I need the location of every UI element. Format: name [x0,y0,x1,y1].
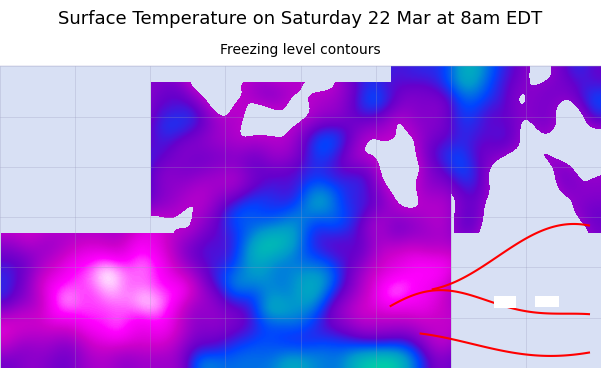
Text: 500: 500 [495,297,515,307]
Text: Freezing level contours: Freezing level contours [220,43,381,57]
Text: 1000: 1000 [535,297,558,306]
Text: Surface Temperature on Saturday 22 Mar at 8am EDT: Surface Temperature on Saturday 22 Mar a… [58,10,543,28]
